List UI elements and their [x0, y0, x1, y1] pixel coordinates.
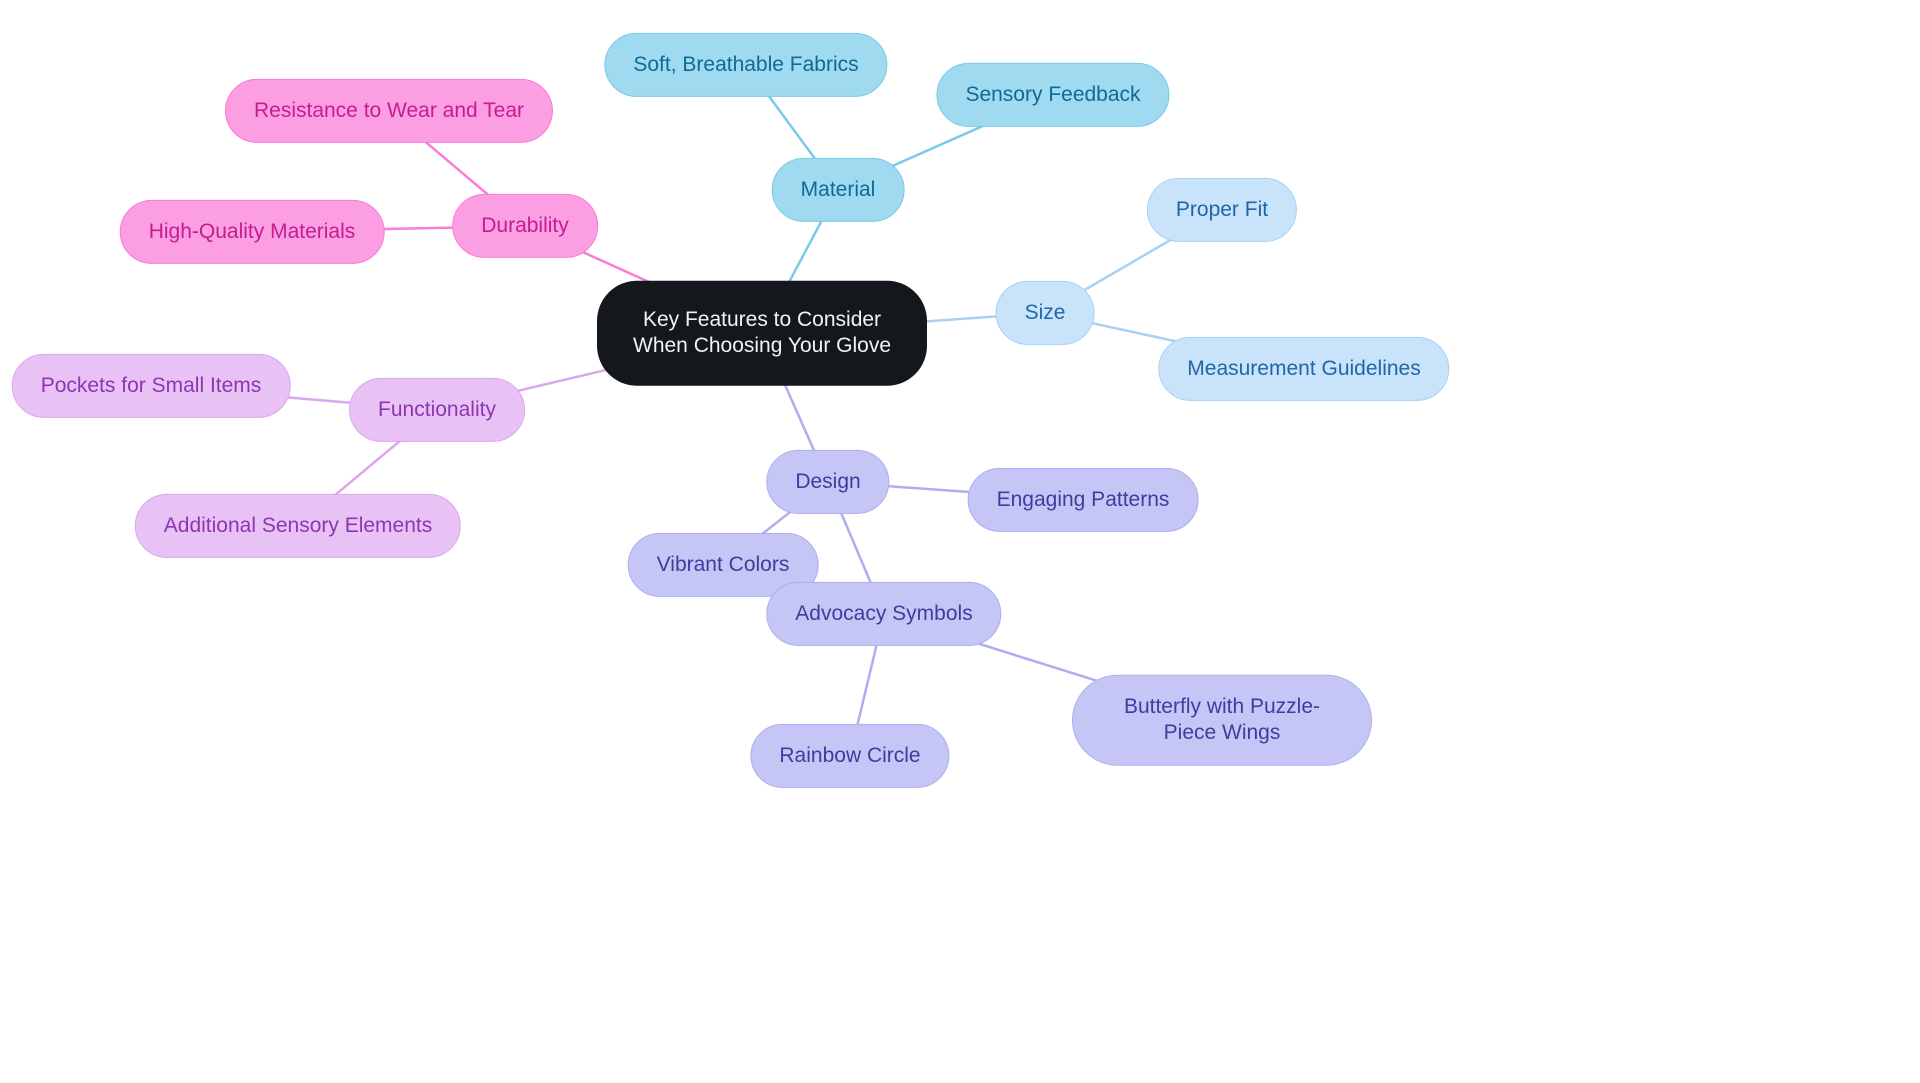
mindmap-node: Measurement Guidelines	[1158, 337, 1449, 401]
mindmap-node: Sensory Feedback	[936, 63, 1169, 127]
mindmap-node: Resistance to Wear and Tear	[225, 79, 553, 143]
mindmap-node: Rainbow Circle	[750, 724, 949, 788]
mindmap-node: Butterfly with Puzzle-Piece Wings	[1072, 675, 1372, 766]
mindmap-node: Soft, Breathable Fabrics	[604, 33, 887, 97]
mindmap-node: Proper Fit	[1147, 178, 1297, 242]
mindmap-node: Advocacy Symbols	[766, 582, 1001, 646]
mindmap-node: Engaging Patterns	[968, 468, 1199, 532]
center-node: Key Features to Consider When Choosing Y…	[597, 281, 927, 386]
mindmap-node: Durability	[452, 194, 598, 258]
mindmap-node: Functionality	[349, 378, 525, 442]
mindmap-node: Size	[996, 281, 1095, 345]
mindmap-node: Additional Sensory Elements	[135, 494, 461, 558]
mindmap-node: Design	[766, 450, 889, 514]
mindmap-node: Pockets for Small Items	[12, 354, 291, 418]
mindmap-node: Material	[772, 158, 905, 222]
mindmap-node: High-Quality Materials	[120, 200, 385, 264]
